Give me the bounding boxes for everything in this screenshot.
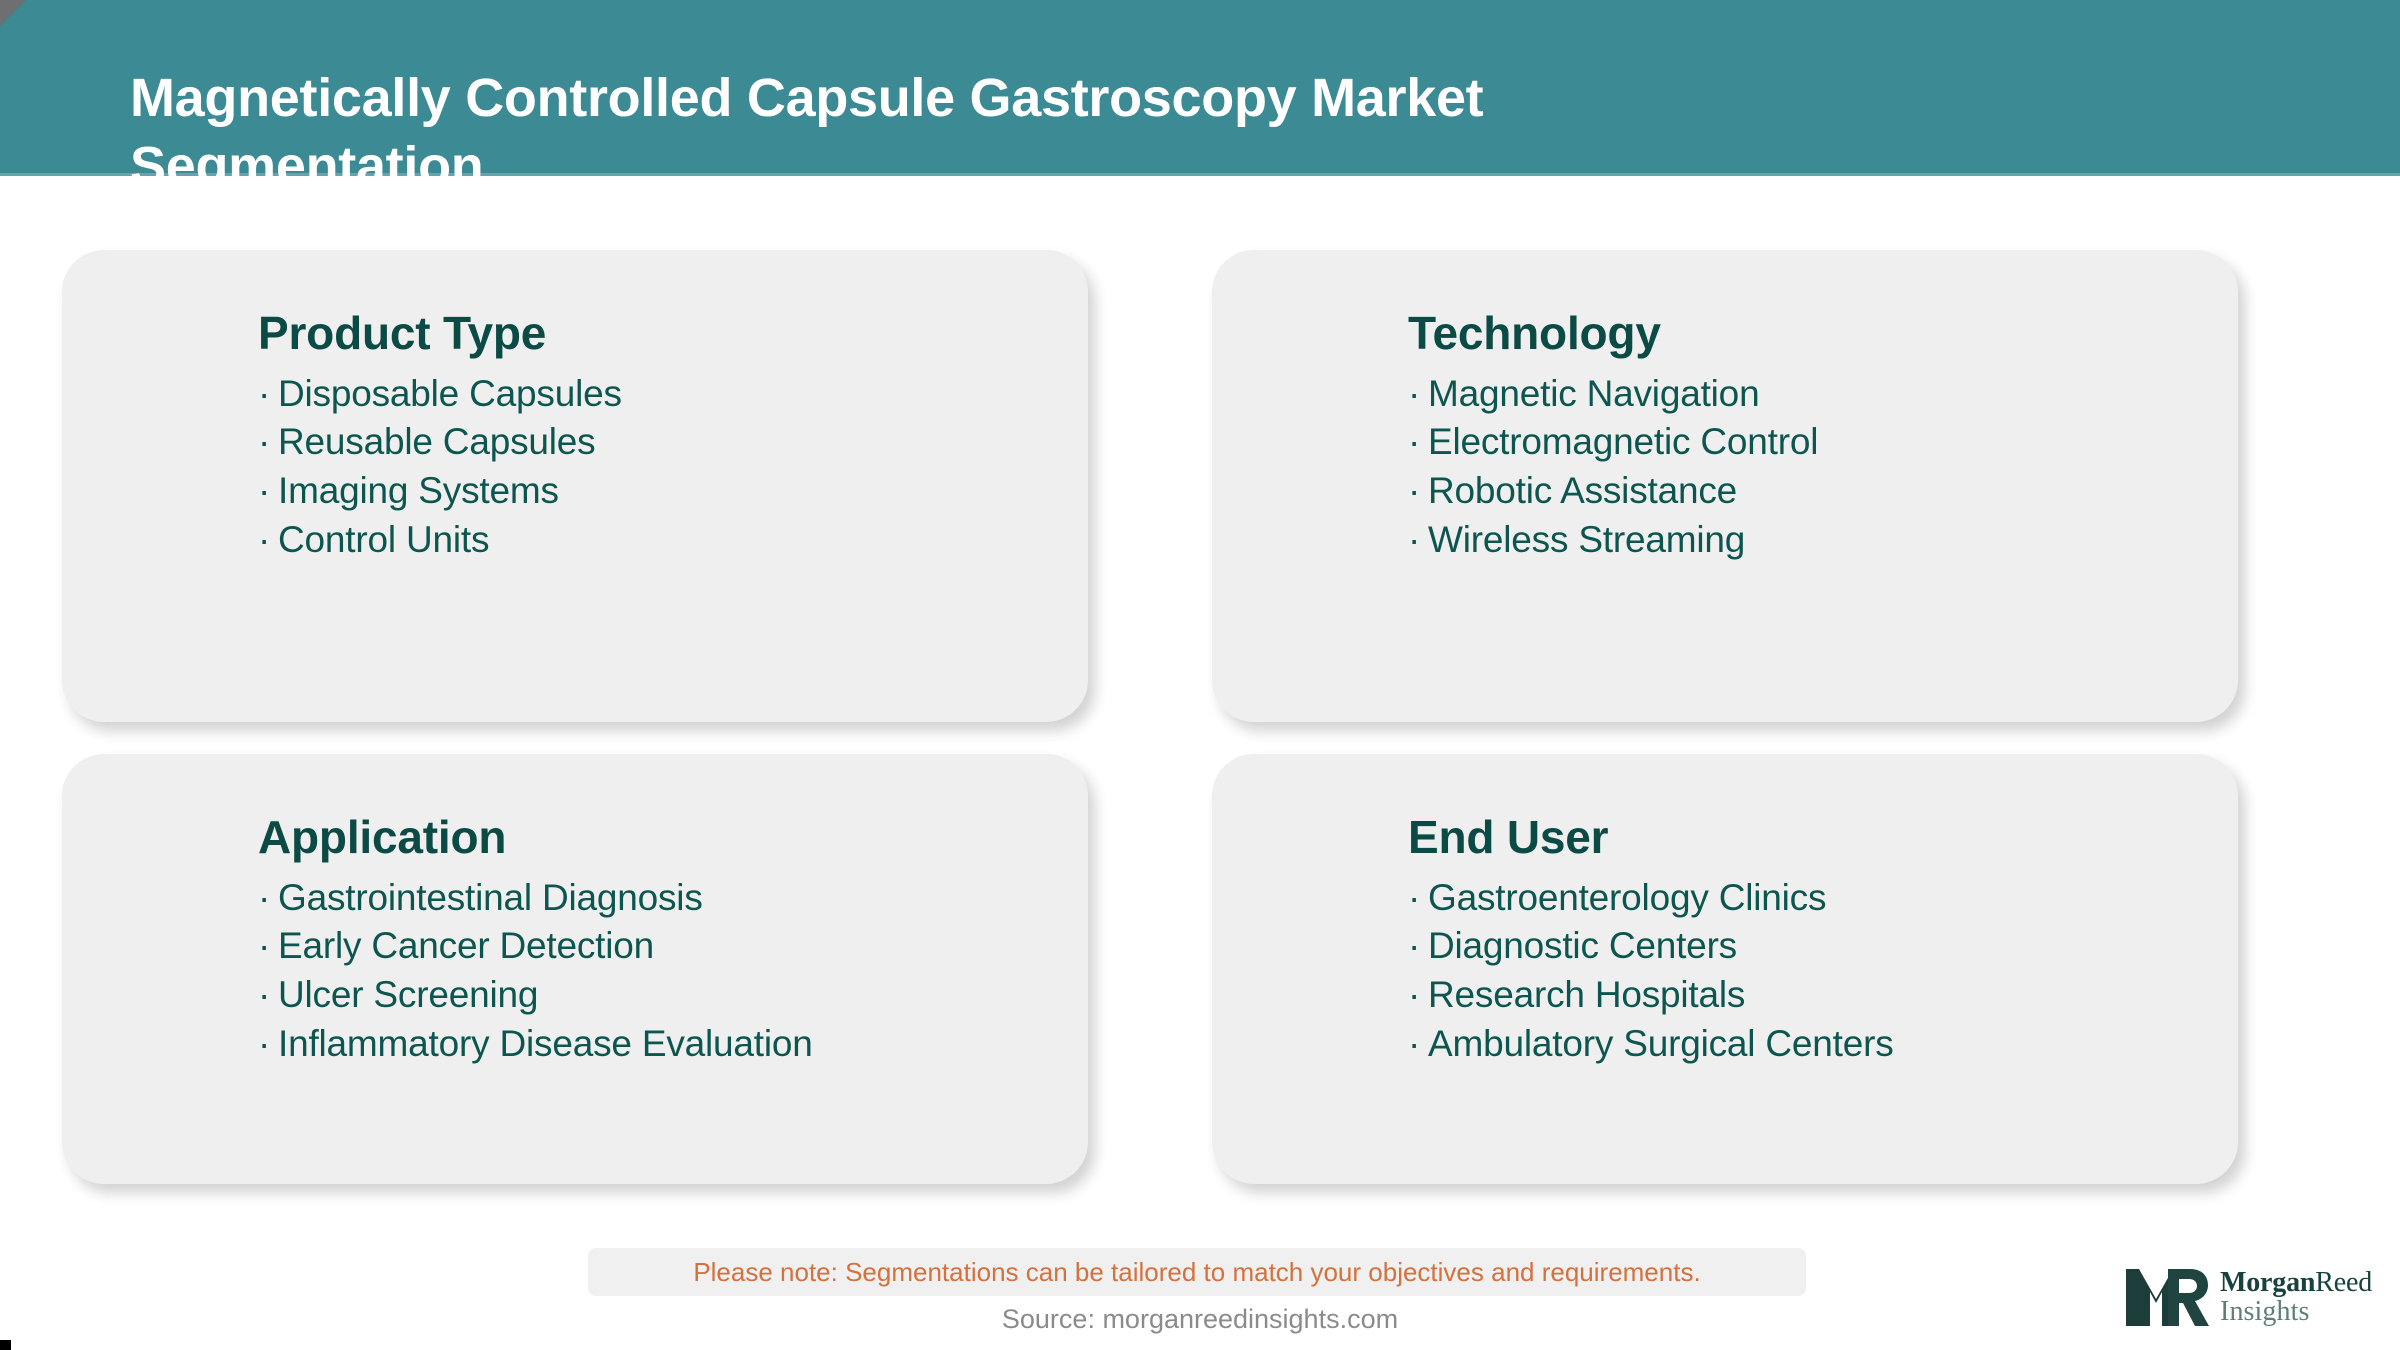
list-item: · Ulcer Screening xyxy=(258,971,1028,1020)
segment-card-title: Product Type xyxy=(258,307,547,359)
segment-item-list: · Magnetic Navigation · Electromagnetic Co… xyxy=(1408,370,2178,565)
list-item-label: Ulcer Screening xyxy=(278,974,539,1016)
bullet-icon: · xyxy=(1408,925,1421,967)
list-item: · Research Hospitals xyxy=(1408,971,2178,1020)
segment-card-application: Application · Gastrointestinal Diagnosis … xyxy=(62,754,1088,1184)
bullet-icon: · xyxy=(1408,876,1421,918)
bullet-icon: · xyxy=(1408,470,1421,512)
list-item: · Gastrointestinal Diagnosis xyxy=(258,874,1028,923)
list-item: · Disposable Capsules xyxy=(258,370,1028,419)
brand-name: MorganReed xyxy=(2220,1268,2372,1297)
list-item-label: Research Hospitals xyxy=(1428,974,1746,1016)
bullet-icon: · xyxy=(1408,421,1421,463)
edge-marker xyxy=(0,1340,11,1350)
bullet-icon: · xyxy=(258,519,271,560)
segment-card-title: Application xyxy=(258,811,507,863)
list-item: · Early Cancer Detection xyxy=(258,922,1028,971)
segment-card-title: Technology xyxy=(1408,307,1661,359)
bullet-icon: · xyxy=(1408,1023,1421,1064)
list-item-label: Gastroenterology Clinics xyxy=(1428,876,1827,918)
list-item: · Imaging Systems xyxy=(258,467,1028,516)
list-item-label: Disposable Capsules xyxy=(278,372,622,414)
segment-item-list: · Disposable Capsules · Reusable Capsules … xyxy=(258,370,1028,565)
bullet-icon: · xyxy=(1408,974,1421,1016)
list-item-label: Diagnostic Centers xyxy=(1428,925,1737,967)
list-item: · Reusable Capsules xyxy=(258,418,1028,467)
list-item-label: Electromagnetic Control xyxy=(1428,421,1819,463)
corner-fold-icon xyxy=(0,0,26,26)
bullet-icon: · xyxy=(258,925,271,967)
bullet-icon: · xyxy=(258,421,271,463)
page-title: Magnetically Controlled Capsule Gastrosc… xyxy=(130,68,1484,197)
bullet-icon: · xyxy=(258,876,271,918)
list-item: · Wireless Streaming xyxy=(1408,516,2178,565)
brand-name-light: Reed xyxy=(2315,1266,2372,1298)
list-item: · Robotic Assistance xyxy=(1408,467,2178,516)
list-item: · Diagnostic Centers xyxy=(1408,922,2178,971)
list-item: · Ambulatory Surgical Centers xyxy=(1408,1020,2178,1069)
bullet-icon: · xyxy=(1408,519,1421,560)
list-item: · Magnetic Navigation xyxy=(1408,370,2178,419)
segment-card-end-user: End User · Gastroenterology Clinics · Diag… xyxy=(1212,754,2238,1184)
list-item-label: Magnetic Navigation xyxy=(1428,372,1760,414)
segment-item-list: · Gastrointestinal Diagnosis · Early Cance… xyxy=(258,874,1028,1069)
list-item-label: Inflammatory Disease Evaluation xyxy=(278,1023,813,1064)
list-item: · Inflammatory Disease Evaluation xyxy=(258,1020,1028,1069)
segment-card-title: End User xyxy=(1408,811,1609,863)
header-bar: Magnetically Controlled Capsule Gastrosc… xyxy=(0,0,2400,196)
segmentation-card-grid: Product Type · Disposable Capsules · Reusa… xyxy=(0,176,2400,1226)
tailoring-note: Please note: Segmentations can be tailor… xyxy=(588,1248,1806,1296)
list-item-label: Reusable Capsules xyxy=(278,421,596,463)
list-item-label: Control Units xyxy=(278,519,490,560)
list-item-label: Gastrointestinal Diagnosis xyxy=(278,876,703,918)
morgan-reed-monogram-icon xyxy=(2126,1269,2210,1326)
segment-item-list: · Gastroenterology Clinics · Diagnostic Ce… xyxy=(1408,874,2178,1069)
list-item: · Electromagnetic Control xyxy=(1408,418,2178,467)
source-attribution: Source: morganreedinsights.com xyxy=(1001,1304,1399,1334)
list-item-label: Early Cancer Detection xyxy=(278,925,655,967)
brand-logo: MorganReed Insights xyxy=(2124,1260,2372,1334)
bullet-icon: · xyxy=(258,372,271,414)
list-item: · Gastroenterology Clinics xyxy=(1408,874,2178,923)
list-item: · Control Units xyxy=(258,516,1028,565)
brand-tagline: Insights xyxy=(2220,1296,2310,1327)
brand-name-bold: Morgan xyxy=(2220,1266,2316,1298)
list-item-label: Wireless Streaming xyxy=(1428,519,1746,560)
list-item-label: Imaging Systems xyxy=(278,470,559,512)
bullet-icon: · xyxy=(1408,372,1421,414)
bullet-icon: · xyxy=(258,1023,271,1064)
bullet-icon: · xyxy=(258,974,271,1016)
list-item-label: Ambulatory Surgical Centers xyxy=(1428,1023,1894,1064)
brand-wordmark: MorganReed Insights xyxy=(2220,1268,2372,1326)
segment-card-technology: Technology · Magnetic Navigation · Electro… xyxy=(1212,250,2238,722)
bullet-icon: · xyxy=(258,470,271,512)
segment-card-product-type: Product Type · Disposable Capsules · Reusa… xyxy=(62,250,1088,722)
footer: Please note: Segmentations can be tailor… xyxy=(0,1226,2400,1350)
list-item-label: Robotic Assistance xyxy=(1428,470,1738,512)
